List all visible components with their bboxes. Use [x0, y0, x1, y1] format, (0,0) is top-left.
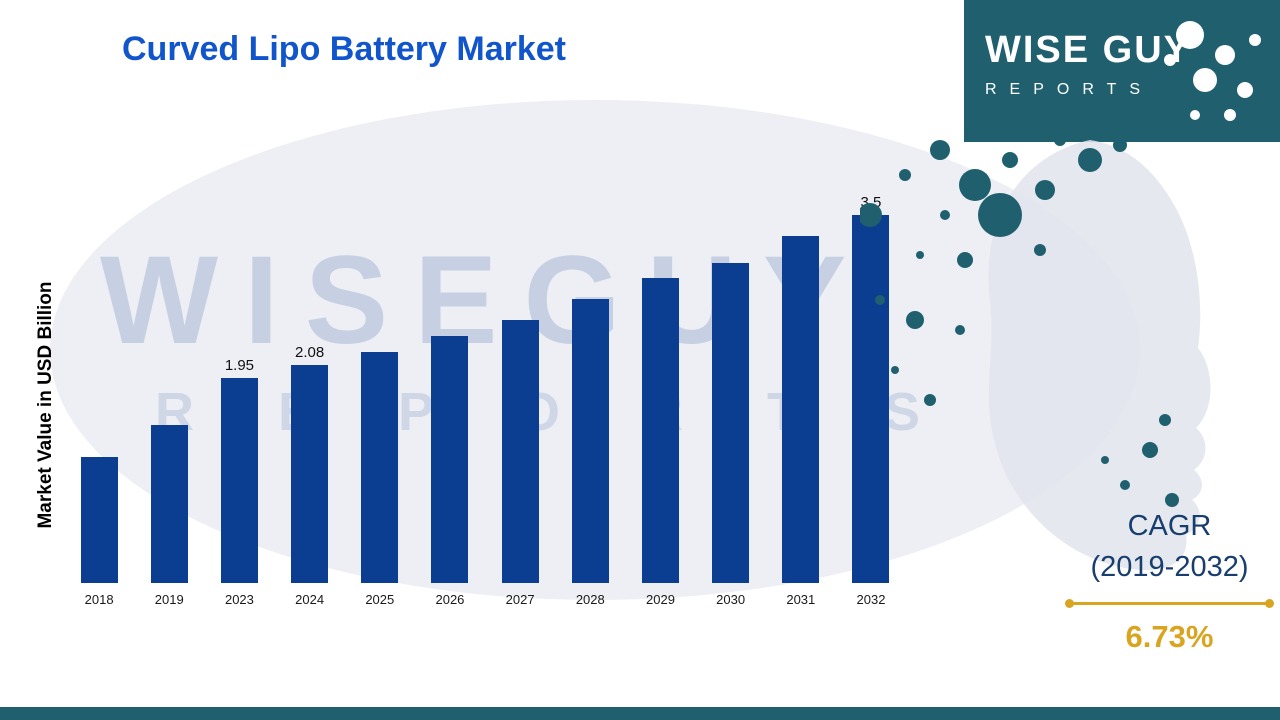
x-tick-label: 2032 [856, 592, 886, 607]
cagr-block: CAGR (2019-2032) 6.73% [1065, 510, 1274, 655]
cagr-period: (2019-2032) [1090, 551, 1249, 583]
x-tick-label: 2019 [154, 592, 184, 607]
bar-column: 2.08 2024 [275, 150, 345, 608]
bar-plot: 2018 2019 1.95 2023 2.08 2024 2025 2026 2027 2028… [64, 150, 906, 608]
bar-2026 [431, 336, 469, 583]
cagr-label: CAGR [1127, 510, 1212, 542]
bar-2028 [571, 299, 609, 583]
bar-column: 3.5 2032 [836, 150, 906, 608]
bar-value-label: 2.08 [295, 344, 325, 361]
x-tick-label: 2031 [786, 592, 816, 607]
logo-subtitle: REPORTS [985, 80, 1154, 98]
bar-2018 [80, 457, 118, 583]
bar-value-label: 3.5 [860, 194, 882, 211]
bar-column: 2031 [766, 150, 836, 608]
bar-column: 2025 [345, 150, 415, 608]
x-tick-label: 2030 [716, 592, 746, 607]
bar-2032 [852, 215, 890, 583]
bar-column: 2029 [625, 150, 695, 608]
bar-2027 [501, 320, 539, 583]
cagr-value: 6.73% [1125, 619, 1214, 654]
y-axis-label: Market Value in USD Billion [35, 281, 56, 529]
bar-column: 1.95 2023 [204, 150, 274, 608]
logo-wordmark: WISE GUY [985, 29, 1192, 71]
page-title: Curved Lipo Battery Market [122, 30, 566, 68]
x-tick-label: 2025 [365, 592, 395, 607]
bar-chart: 2018 2019 1.95 2023 2.08 2024 2025 2026 2027 2028… [64, 150, 906, 608]
cagr-underline [1065, 599, 1274, 608]
bar-column: 2028 [555, 150, 625, 608]
bar-2029 [641, 278, 679, 583]
x-tick-label: 2027 [505, 592, 535, 607]
bar-value-label: 1.95 [224, 357, 255, 374]
x-tick-label: 2028 [575, 592, 605, 607]
line-endpoint-dot [1265, 599, 1274, 608]
bar-column: 2018 [64, 150, 134, 608]
bar-2023 [220, 378, 258, 583]
bar-column: 2019 [134, 150, 204, 608]
line-endpoint-dot [1065, 599, 1074, 608]
bar-2031 [782, 236, 820, 583]
bar-column: 2030 [696, 150, 766, 608]
footer-bar [0, 707, 1280, 720]
bar-column: 2027 [485, 150, 555, 608]
bar-2030 [712, 263, 750, 583]
bar-2019 [150, 425, 188, 583]
bar-column: 2026 [415, 150, 485, 608]
x-tick-label: 2023 [224, 592, 254, 607]
bar-2025 [361, 352, 399, 583]
bar-2024 [291, 365, 329, 583]
x-tick-label: 2024 [295, 592, 325, 607]
x-tick-label: 2018 [84, 592, 114, 607]
logo: WISE GUY REPORTS [985, 29, 1192, 99]
x-tick-label: 2026 [435, 592, 465, 607]
x-tick-label: 2029 [646, 592, 675, 607]
